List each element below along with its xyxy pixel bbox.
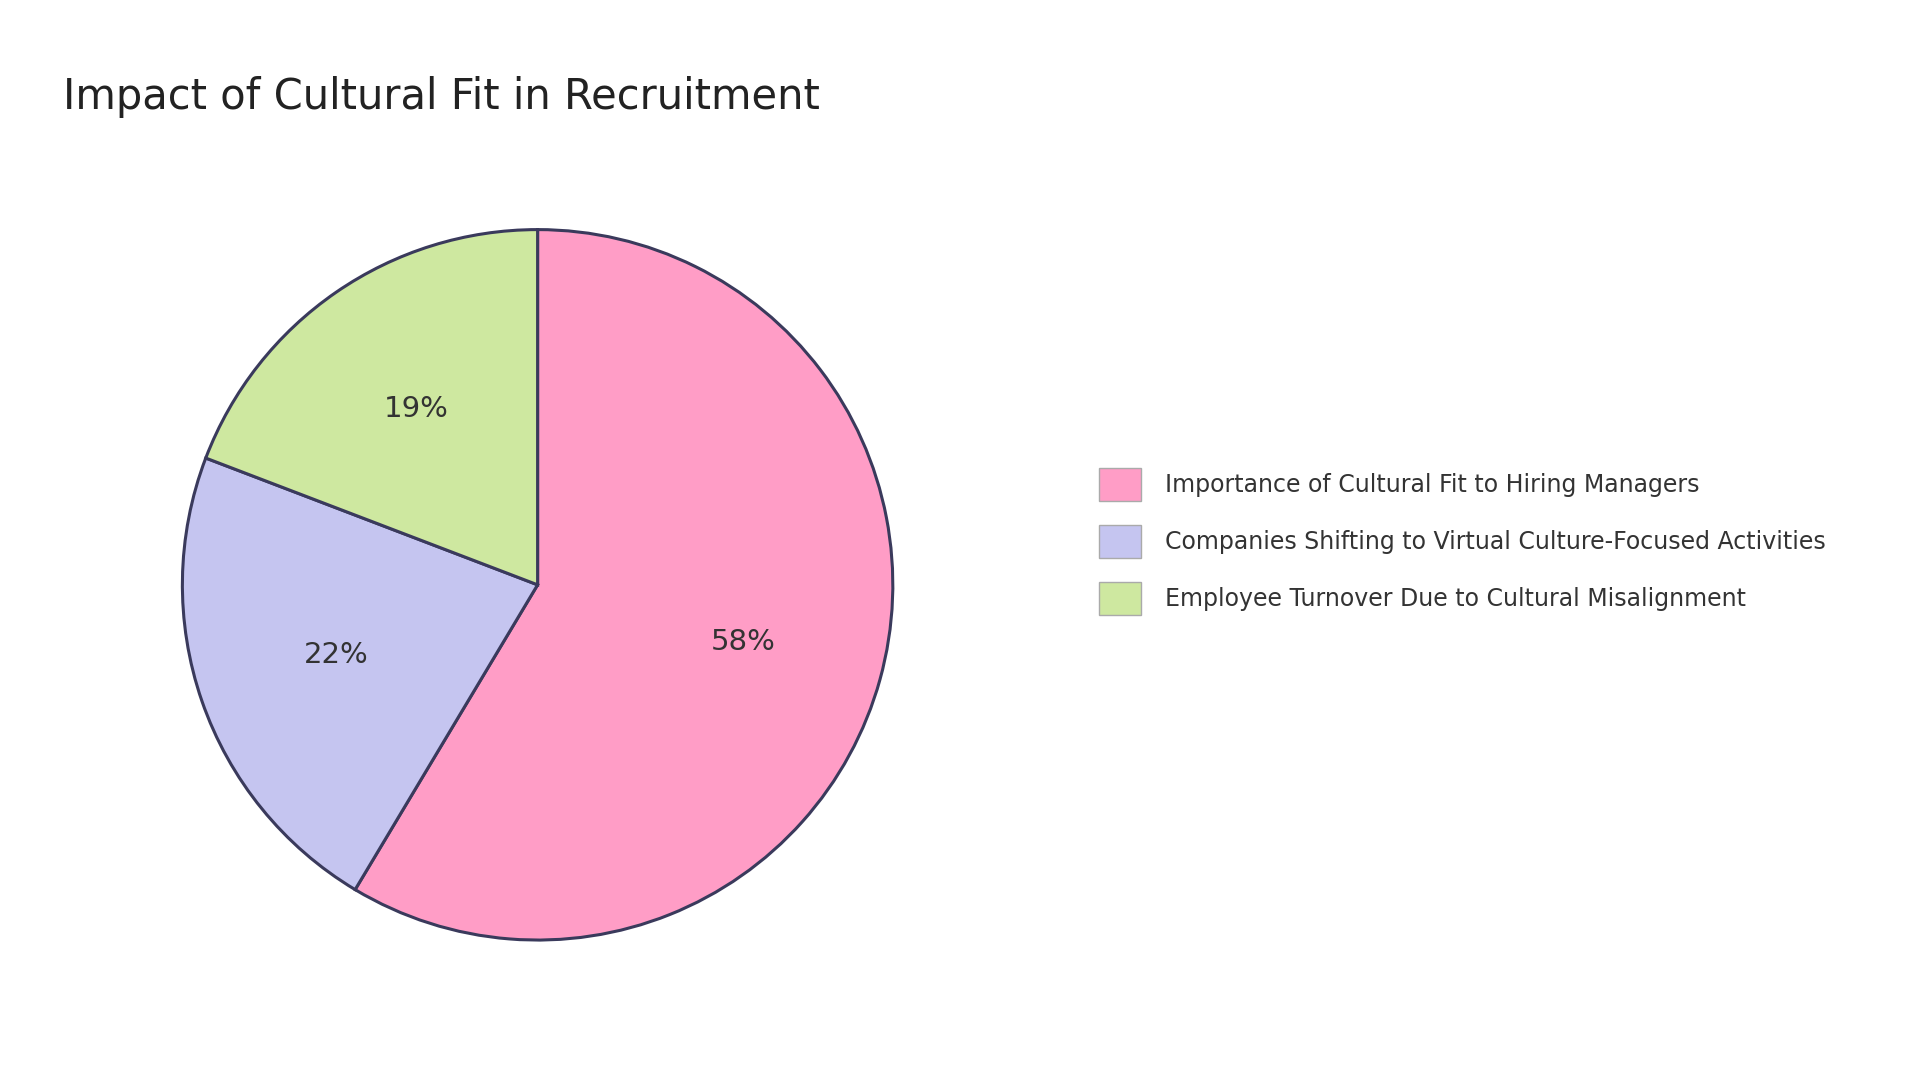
Text: 58%: 58% <box>710 628 776 655</box>
Wedge shape <box>182 458 538 889</box>
Legend: Importance of Cultural Fit to Hiring Managers, Companies Shifting to Virtual Cul: Importance of Cultural Fit to Hiring Man… <box>1087 456 1837 627</box>
Text: Impact of Cultural Fit in Recruitment: Impact of Cultural Fit in Recruitment <box>63 76 820 118</box>
Text: 22%: 22% <box>303 640 369 668</box>
Wedge shape <box>355 230 893 940</box>
Wedge shape <box>205 230 538 585</box>
Text: 19%: 19% <box>384 395 449 423</box>
